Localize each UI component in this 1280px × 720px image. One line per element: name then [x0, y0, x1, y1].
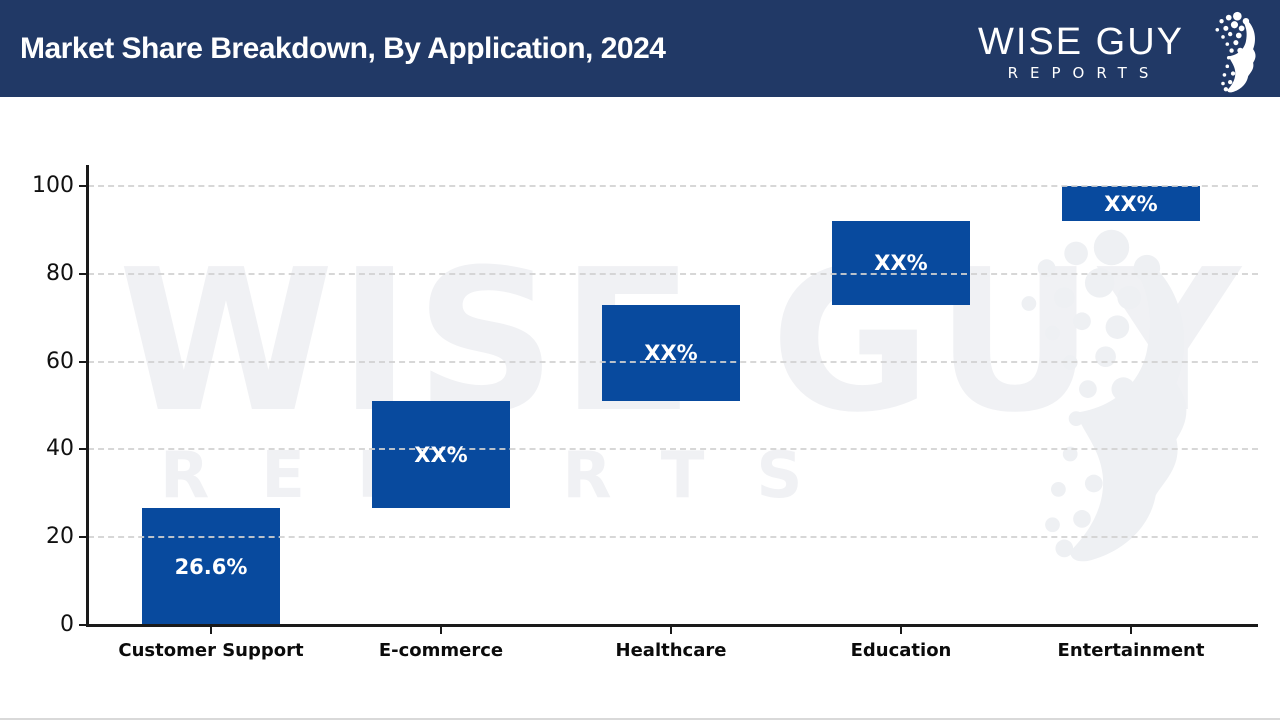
bar-education — [832, 221, 970, 305]
x-axis-tick — [900, 625, 902, 634]
x-axis-line — [86, 624, 1258, 627]
bar-customer-support — [142, 508, 280, 625]
y-tick-label: 60 — [46, 348, 74, 374]
y-axis-line — [86, 165, 89, 627]
brand-logo: WISE GUY REPORTS — [978, 9, 1260, 95]
bar-e-commerce — [372, 401, 510, 509]
brand-head-icon — [1186, 9, 1260, 95]
x-axis-tick — [210, 625, 212, 634]
x-axis-tick — [1130, 625, 1132, 634]
header-bar: Market Share Breakdown, By Application, … — [0, 0, 1280, 97]
brand-text: WISE GUY REPORTS — [978, 22, 1184, 82]
x-category-label: Healthcare — [615, 640, 727, 661]
brand-name: WISE GUY — [977, 21, 1184, 63]
bar-value-label: XX% — [874, 250, 928, 275]
x-category-label: Entertainment — [1057, 640, 1205, 661]
grid-line — [88, 536, 1258, 539]
x-category-label: Customer Support — [118, 640, 304, 661]
y-tick-label: 100 — [32, 173, 74, 198]
y-axis-tick — [79, 185, 88, 187]
y-axis-tick — [79, 624, 88, 626]
footer-divider — [0, 718, 1280, 720]
y-tick-label: 80 — [46, 260, 74, 286]
page-title: Market Share Breakdown, By Application, … — [20, 31, 666, 65]
x-category-label: E-commerce — [378, 640, 504, 661]
bar-value-label: XX% — [414, 442, 468, 467]
brand-subtitle: REPORTS — [1007, 64, 1161, 82]
y-tick-label: 40 — [46, 436, 74, 462]
bar-value-label: XX% — [644, 340, 698, 365]
bar-value-label: 26.6% — [174, 554, 248, 579]
y-axis-tick — [79, 360, 88, 363]
y-axis-tick — [79, 448, 88, 451]
y-tick-label: 20 — [46, 524, 74, 550]
bar-entertainment — [1062, 186, 1200, 222]
grid-line — [88, 360, 1258, 363]
x-axis-tick — [440, 625, 442, 634]
bar-healthcare — [602, 304, 740, 402]
y-axis-tick — [79, 536, 88, 539]
grid-line — [88, 272, 1258, 275]
x-category-label: Education — [850, 640, 952, 661]
grid-line — [88, 185, 1258, 187]
grid-line — [88, 448, 1258, 451]
y-axis-tick — [79, 272, 88, 275]
bar-value-label: XX% — [1104, 191, 1158, 216]
y-tick-label: 0 — [60, 612, 74, 637]
x-axis-tick — [670, 625, 672, 634]
